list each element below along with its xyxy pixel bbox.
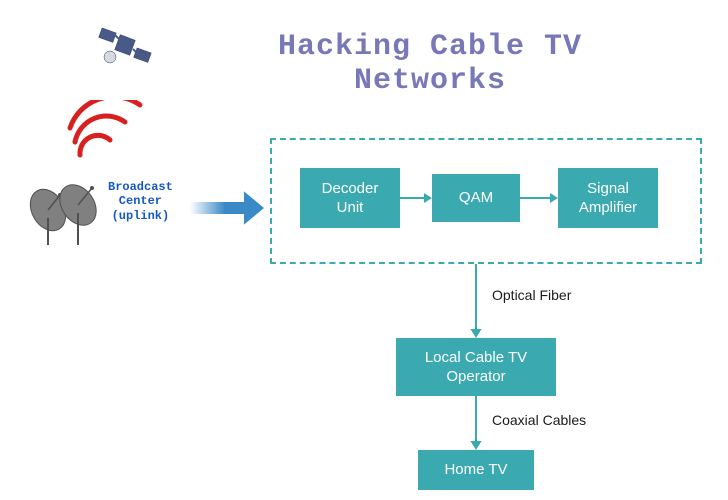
node-decoder: DecoderUnit [300,168,400,228]
broadcast-center-label: Broadcast Center (uplink) [108,180,173,223]
broadcast-label-l2: Center [108,194,173,208]
connector-1 [520,190,558,206]
uplink-arrow [190,188,290,233]
connector-2 [468,264,484,338]
node-amplifier: SignalAmplifier [558,168,658,228]
node-qam: QAM [432,174,520,222]
broadcast-label-l1: Broadcast [108,180,173,194]
broadcast-label-l3: (uplink) [108,209,173,223]
node-operator: Local Cable TVOperator [396,338,556,396]
connector-3 [468,396,484,450]
connector-0 [400,190,432,206]
satellite-icon [95,15,155,80]
edge-label-1: Coaxial Cables [492,412,586,428]
diagram-title: Hacking Cable TV Networks [210,30,650,98]
edge-label-0: Optical Fiber [492,287,571,303]
node-hometv: Home TV [418,450,534,490]
broadcast-center-icon [20,100,180,255]
